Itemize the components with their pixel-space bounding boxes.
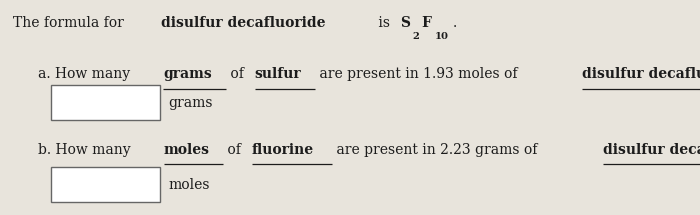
Text: S: S: [400, 16, 410, 30]
Text: a. How many: a. How many: [38, 68, 135, 81]
Text: are present in 1.93 moles of: are present in 1.93 moles of: [315, 68, 522, 81]
Bar: [51, 167, 160, 202]
Text: grams: grams: [168, 96, 213, 110]
Text: of: of: [223, 143, 245, 157]
Text: moles: moles: [164, 143, 210, 157]
Text: The formula for: The formula for: [13, 16, 128, 30]
Text: disulfur decafluoride: disulfur decafluoride: [582, 68, 700, 81]
Text: b. How many: b. How many: [38, 143, 136, 157]
Text: are present in 2.23 grams of: are present in 2.23 grams of: [332, 143, 542, 157]
Bar: [51, 85, 160, 120]
Text: disulfur decafluoride: disulfur decafluoride: [603, 143, 700, 157]
Text: grams: grams: [163, 68, 212, 81]
Text: sulfur: sulfur: [255, 68, 301, 81]
Text: is: is: [374, 16, 394, 30]
Text: moles: moles: [168, 178, 209, 192]
Text: F: F: [421, 16, 431, 30]
Text: of: of: [226, 68, 248, 81]
Text: 10: 10: [435, 32, 449, 41]
Text: 2: 2: [413, 32, 419, 41]
Text: fluorine: fluorine: [252, 143, 314, 157]
Text: disulfur decafluoride: disulfur decafluoride: [161, 16, 326, 30]
Text: .: .: [452, 16, 456, 30]
